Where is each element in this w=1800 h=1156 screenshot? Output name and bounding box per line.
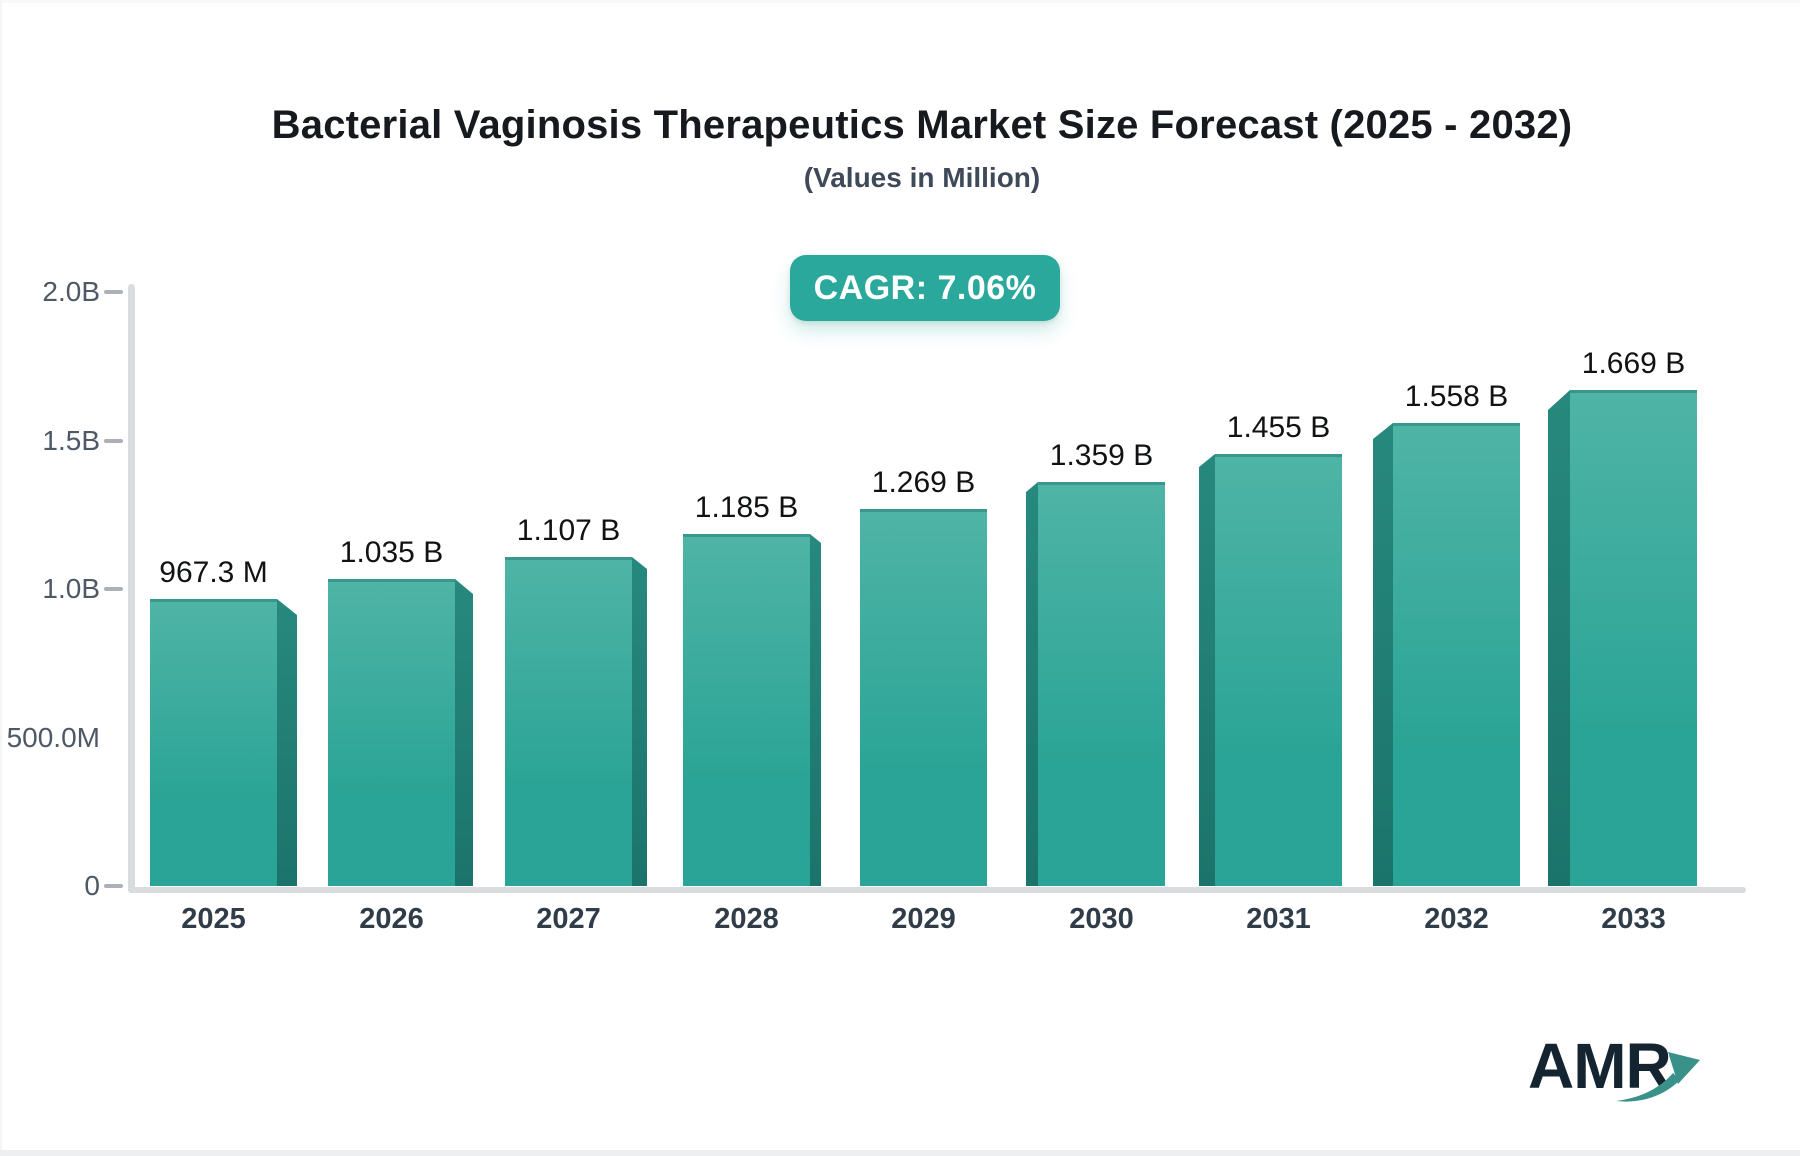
- y-axis-tick-mark: [104, 290, 123, 294]
- bar-2033: [1570, 390, 1697, 886]
- bar-side-face-2030: [1026, 482, 1038, 886]
- bar-2029: [860, 509, 987, 886]
- cagr-badge: CAGR: 7.06%: [790, 255, 1060, 321]
- bar-value-label-2025: 967.3 M: [159, 556, 268, 589]
- x-axis-label-2026: 2026: [359, 903, 424, 935]
- chart-header: Bacterial Vaginosis Therapeutics Market …: [44, 0, 1800, 194]
- bar-2031: [1215, 454, 1342, 886]
- x-axis-label-2032: 2032: [1424, 903, 1489, 935]
- bar-2026: [328, 579, 455, 886]
- bar-side-face-2032: [1373, 423, 1393, 886]
- x-axis-label-2027: 2027: [536, 903, 601, 935]
- amr-logo: AMR: [1528, 1032, 1718, 1112]
- bar-value-label-2029: 1.269 B: [871, 466, 976, 499]
- page-title: Bacterial Vaginosis Therapeutics Market …: [271, 103, 1573, 147]
- bar-value-label-2031: 1.455 B: [1226, 411, 1331, 444]
- x-axis-label-2030: 2030: [1069, 903, 1134, 935]
- y-axis-tick-mark: [104, 587, 123, 591]
- chart-subtitle: (Values in Million): [803, 162, 1041, 193]
- x-axis-label-2031: 2031: [1246, 903, 1311, 935]
- bar-value-label-2032: 1.558 B: [1404, 380, 1509, 413]
- growth-arrow-icon: [1616, 1052, 1700, 1102]
- page-top-edge: [0, 0, 1800, 3]
- y-axis-tick-mark: [104, 438, 123, 443]
- y-axis-line: [128, 284, 135, 893]
- bar-side-face-2025: [277, 599, 297, 886]
- bar-side-face-2026: [455, 579, 473, 886]
- bar-value-label-2028: 1.185 B: [694, 491, 799, 524]
- x-axis-label-2028: 2028: [714, 903, 779, 935]
- bar-value-label-2030: 1.359 B: [1049, 439, 1154, 472]
- y-axis-tick-mark: [104, 884, 123, 888]
- bar-2027: [505, 557, 632, 886]
- bar-value-label-2027: 1.107 B: [516, 514, 621, 547]
- bar-2030: [1038, 482, 1165, 886]
- bar-2028: [683, 534, 810, 886]
- y-axis-tick-label: 1.5B: [42, 424, 100, 456]
- page-bottom-edge: [0, 1150, 1800, 1156]
- bar-side-face-2033: [1548, 390, 1570, 886]
- x-axis-label-2025: 2025: [181, 903, 246, 935]
- y-axis-tick-label: 2.0B: [42, 276, 100, 307]
- bar-side-face-2031: [1199, 454, 1215, 886]
- y-axis-tick-label: 1.0B: [42, 573, 100, 604]
- x-axis-label-2033: 2033: [1601, 903, 1666, 935]
- bar-2032: [1393, 423, 1520, 886]
- page-left-edge: [0, 0, 2, 1156]
- bar-side-face-2027: [632, 557, 647, 886]
- bar-value-label-2026: 1.035 B: [339, 536, 444, 569]
- x-axis-label-2029: 2029: [891, 903, 956, 935]
- x-axis-line: [128, 887, 1746, 893]
- bar-value-label-2033: 1.669 B: [1581, 347, 1686, 380]
- y-axis-tick-label: 500.0M: [6, 721, 100, 753]
- bar-2025: [150, 599, 277, 886]
- y-axis-tick-label: 0: [84, 870, 100, 901]
- bar-side-face-2028: [810, 534, 821, 886]
- amr-logo-text: AMR: [1528, 1030, 1672, 1102]
